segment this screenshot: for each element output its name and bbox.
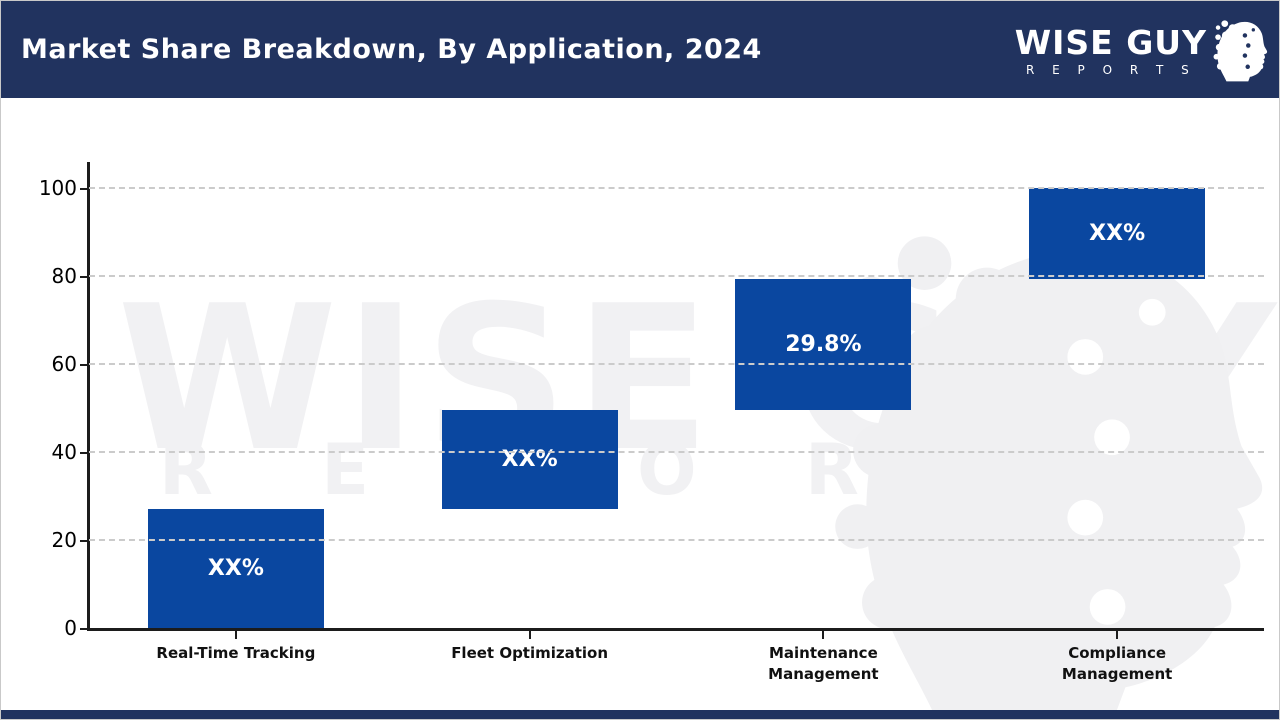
- x-tick-mark: [1116, 631, 1119, 639]
- bar-segment: XX%: [147, 509, 324, 628]
- y-tick-mark: [80, 364, 87, 366]
- x-category-label: Compliance Management: [1061, 644, 1173, 683]
- header-bar: Market Share Breakdown, By Application, …: [1, 1, 1279, 98]
- brand-logo: WISE GUY R E P O R T S: [1015, 8, 1269, 92]
- y-tick-label: 40: [51, 440, 77, 464]
- bar-segment: XX%: [441, 409, 618, 510]
- x-tick-mark: [234, 631, 237, 639]
- y-tick-label: 20: [51, 528, 77, 552]
- x-tick-mark: [822, 631, 825, 639]
- brand-subtitle: R E P O R T S: [1025, 63, 1196, 77]
- y-tick-label: 80: [51, 264, 77, 288]
- gridline: [89, 363, 1264, 365]
- footer-bar: [1, 710, 1279, 719]
- gridline: [89, 539, 1264, 541]
- gridline: [89, 451, 1264, 453]
- y-tick-mark: [80, 276, 87, 278]
- bar-value-label: XX%: [207, 556, 264, 582]
- x-category-label: Real-Time Tracking: [156, 644, 316, 662]
- y-tick-label: 60: [51, 352, 77, 376]
- bar-segment: XX%: [1029, 188, 1206, 279]
- y-tick-label: 0: [64, 616, 77, 640]
- y-tick-mark: [80, 452, 87, 454]
- brand-name: WISE GUY: [1014, 23, 1207, 62]
- y-tick-mark: [80, 540, 87, 542]
- x-category-label: Fleet Optimization: [451, 644, 609, 662]
- y-tick-label: 100: [38, 176, 77, 200]
- bar-value-label: XX%: [1089, 220, 1146, 246]
- y-tick-mark: [80, 628, 87, 630]
- gridline: [89, 275, 1264, 277]
- x-category-label: Maintenance Management: [768, 644, 879, 683]
- bar-value-label: 29.8%: [785, 331, 862, 357]
- gridline: [89, 187, 1264, 189]
- x-axis-line: [87, 628, 1264, 631]
- x-tick-mark: [528, 631, 531, 639]
- y-axis-line: [87, 161, 90, 631]
- y-tick-mark: [80, 188, 87, 190]
- bar-segment: 29.8%: [735, 278, 912, 410]
- bar-chart-plot-area: 0 20 40 60 80 100 XX% Real-Time Tracking XX% Flee…: [1, 98, 1279, 712]
- page-title: Market Share Breakdown, By Application, …: [21, 34, 762, 65]
- wiseguy-face-icon: [1213, 20, 1268, 82]
